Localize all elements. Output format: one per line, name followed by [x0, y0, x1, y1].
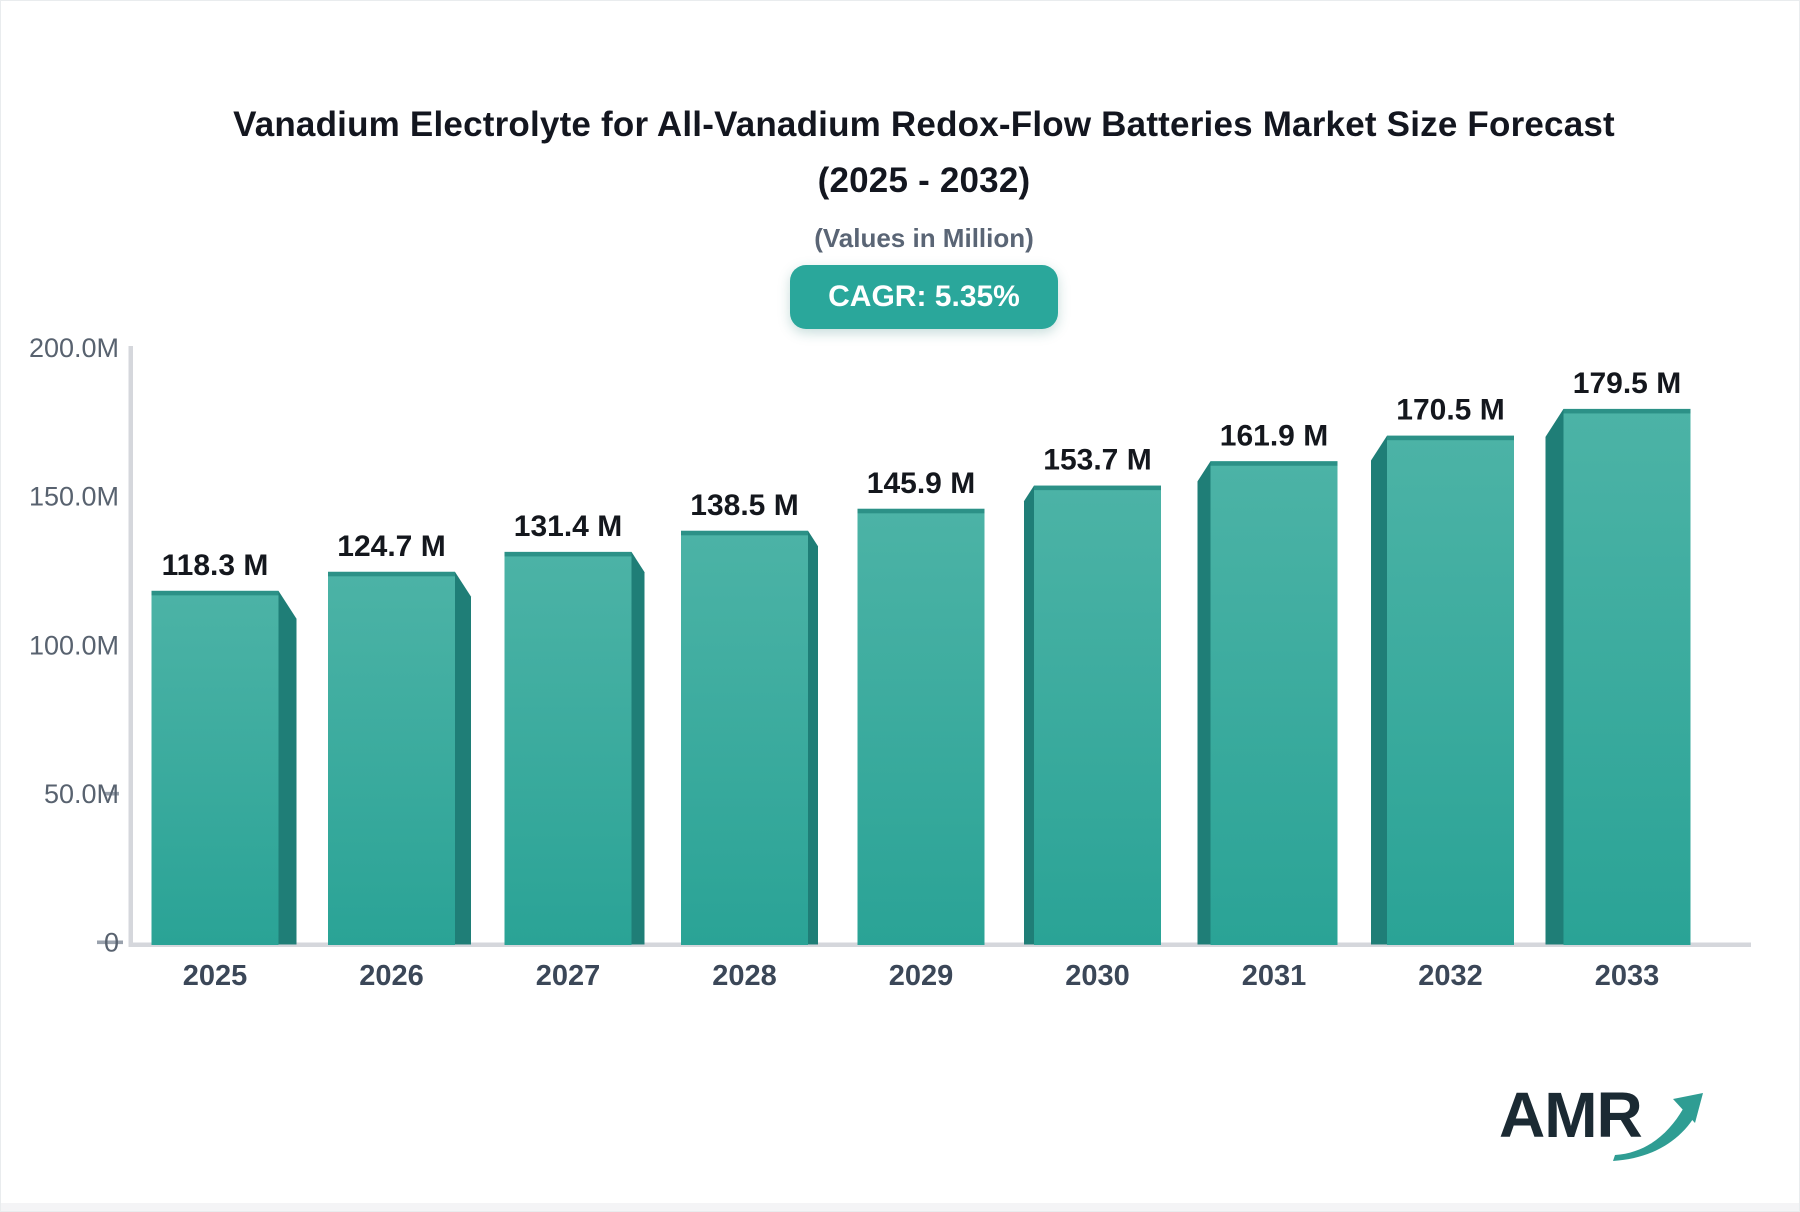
- bar-2029: 145.9 M 2029: [857, 467, 985, 992]
- bar-top-cap: [504, 551, 632, 557]
- bar-top-cap: [681, 530, 808, 536]
- bar-value-label: 145.9 M: [867, 467, 975, 500]
- bar-top-cap: [151, 590, 279, 596]
- y-axis-tick: [104, 791, 119, 796]
- bar-2026: 124.7 M 2026: [328, 530, 471, 992]
- x-axis-label: 2027: [536, 960, 601, 992]
- bar-value-label: 138.5 M: [690, 489, 798, 522]
- bar-face: [1563, 408, 1691, 945]
- y-axis-label: 100.0M: [29, 630, 119, 660]
- bar-value-label: 179.5 M: [1573, 367, 1681, 400]
- amr-logo-text: AMR: [1499, 1079, 1642, 1151]
- x-axis-label: 2026: [359, 960, 424, 992]
- y-axis-label: 50.0M: [44, 779, 119, 809]
- bar-value-label: 170.5 M: [1396, 394, 1504, 427]
- page-title-line1: Vanadium Electrolyte for All-Vanadium Re…: [233, 105, 1615, 144]
- x-axis-label: 2029: [889, 960, 954, 992]
- bar-2033: 179.5 M 2033: [1545, 367, 1691, 992]
- bar-2030: 153.7 M 2030: [1024, 444, 1161, 992]
- y-axis-line: [128, 346, 133, 947]
- bar-value-label: 131.4 M: [514, 510, 622, 543]
- bar-top-cap: [1387, 435, 1514, 441]
- x-axis-label: 2031: [1242, 960, 1307, 992]
- logo-arrow-icon: [1613, 1109, 1693, 1161]
- bar-2027: 131.4 M 2027: [504, 510, 645, 992]
- bar-side-face: [1371, 435, 1387, 945]
- bar-side-face: [1024, 485, 1034, 945]
- chart-subtitle: (Values in Million): [814, 223, 1034, 253]
- bar-face: [1034, 485, 1161, 945]
- bar-value-label: 124.7 M: [337, 530, 445, 563]
- bar-2032: 170.5 M 2032: [1371, 394, 1514, 992]
- x-axis-label: 2030: [1065, 960, 1130, 992]
- page-title-line2: (2025 - 2032): [817, 161, 1031, 200]
- bottom-strip: [1, 1203, 1799, 1211]
- bar-value-label: 161.9 M: [1220, 419, 1328, 452]
- x-axis-label: 2033: [1595, 960, 1660, 992]
- bar-face: [1387, 435, 1514, 945]
- bar-side-face: [1545, 408, 1564, 945]
- x-axis-label: 2025: [183, 960, 248, 992]
- y-axis-label: 0: [104, 928, 119, 958]
- bar-side-face: [455, 571, 471, 945]
- bar-value-label: 118.3 M: [162, 549, 269, 582]
- logo-arrowhead-icon: [1673, 1093, 1703, 1123]
- bar-top-cap: [857, 508, 985, 514]
- bar-side-face: [631, 551, 645, 945]
- bar-side-face: [808, 530, 818, 945]
- x-axis-label: 2028: [712, 960, 777, 992]
- y-axis-label: 200.0M: [29, 333, 119, 363]
- y-axis-label: 150.0M: [29, 482, 119, 512]
- bar-top-cap: [328, 571, 455, 577]
- bar-face: [151, 590, 279, 945]
- bar-face: [681, 530, 808, 945]
- amr-logo: AMR: [1499, 1079, 1703, 1161]
- bar-2028: 138.5 M 2028: [681, 489, 818, 992]
- bar-face: [857, 508, 985, 945]
- y-axis-tick: [97, 940, 123, 945]
- bar-side-face: [1197, 461, 1211, 945]
- bar-side-face: [278, 590, 297, 945]
- bar-top-cap: [1034, 485, 1161, 491]
- bar-top-cap: [1210, 461, 1338, 466]
- bar-top-cap: [1563, 408, 1691, 414]
- bar-2031: 161.9 M 2031: [1197, 419, 1338, 992]
- bar-face: [504, 551, 632, 945]
- x-axis-label: 2032: [1418, 960, 1483, 992]
- bar-2025: 118.3 M 2025: [151, 549, 297, 992]
- bar-face: [328, 571, 455, 945]
- bar-face: [1210, 461, 1338, 945]
- chart-header: Vanadium Electrolyte for All-Vanadium Re…: [1, 1, 1799, 329]
- cagr-badge: CAGR: 5.35%: [790, 265, 1058, 329]
- bar-value-label: 153.7 M: [1043, 444, 1151, 477]
